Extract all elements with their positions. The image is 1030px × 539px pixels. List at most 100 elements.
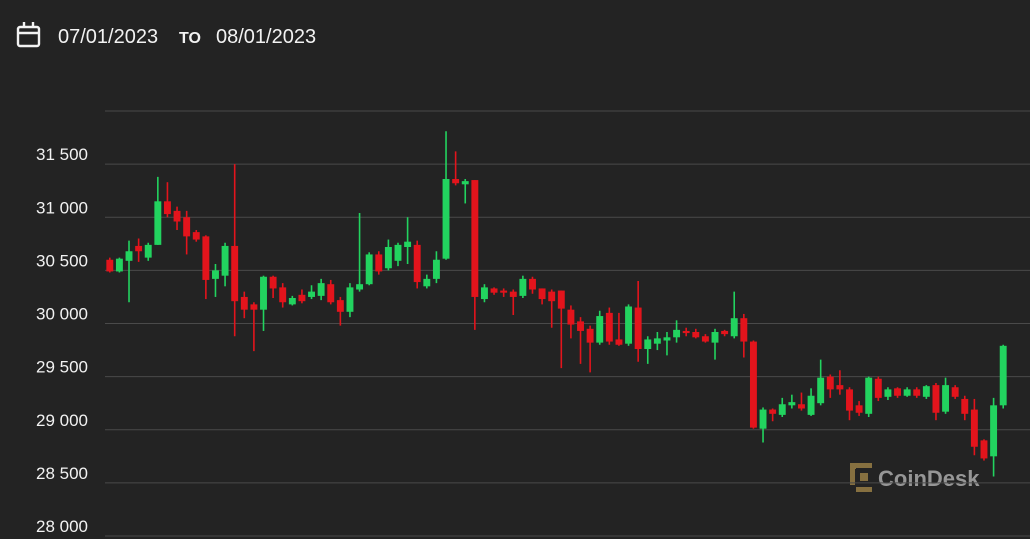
candle-body <box>529 278 536 290</box>
candle-body <box>913 389 921 396</box>
candle-body <box>413 244 421 283</box>
candle-body <box>836 385 844 390</box>
candle-body <box>260 276 267 310</box>
candle-body <box>644 339 652 349</box>
candle-body <box>884 389 892 397</box>
candle-body <box>846 389 853 411</box>
candle-body <box>144 244 152 258</box>
y-tick-label: 29 000 <box>36 411 88 430</box>
candle-body <box>356 284 364 290</box>
candle-body <box>673 329 681 338</box>
candle-body <box>932 385 940 413</box>
candle-body <box>826 376 834 390</box>
candle-body <box>711 332 719 343</box>
candle-body <box>548 291 556 302</box>
candle-body <box>538 288 546 300</box>
candle-body <box>135 245 143 252</box>
candle-body <box>250 304 258 310</box>
candle-body <box>480 287 488 300</box>
candle-body <box>980 440 988 459</box>
candle-body <box>432 259 440 279</box>
candle-body <box>798 404 805 409</box>
watermark-text: CoinDesk <box>878 466 980 491</box>
candle-body <box>346 287 354 312</box>
candle-body <box>154 201 162 245</box>
candle-body <box>221 245 229 276</box>
date-separator: TO <box>179 30 201 47</box>
candle-body <box>682 330 690 334</box>
candle-body <box>999 345 1007 406</box>
candle-body <box>192 232 200 240</box>
candle-body <box>865 377 873 414</box>
candle-body <box>490 288 498 293</box>
candle-body <box>990 405 998 457</box>
candle-body <box>577 321 584 331</box>
candle-body <box>231 245 239 302</box>
candle-body <box>807 395 815 415</box>
candle-body <box>769 409 777 414</box>
candle-body <box>106 259 114 272</box>
watermark-logo <box>850 463 872 492</box>
y-tick-label: 28 000 <box>36 517 88 536</box>
candle-body <box>212 270 219 279</box>
candle-body <box>894 388 901 396</box>
candle-body <box>903 389 911 396</box>
candle-body <box>269 276 277 289</box>
candle-body <box>855 405 863 413</box>
calendar-body <box>16 25 41 48</box>
candle-body <box>951 387 959 397</box>
candle-body <box>778 404 786 415</box>
candle-body <box>336 300 344 312</box>
y-tick-label: 30 000 <box>36 305 88 324</box>
candle-body <box>663 337 671 341</box>
candle-body <box>749 341 757 428</box>
candle-body <box>615 339 623 345</box>
candle-body <box>288 298 296 305</box>
date-to: 08/01/2023 <box>216 26 316 48</box>
candle-body <box>634 307 642 349</box>
candle-body <box>115 258 123 272</box>
candle-body <box>308 291 315 297</box>
candle-body <box>605 312 613 342</box>
candle-body <box>404 241 412 247</box>
candle-body <box>788 402 796 406</box>
logo-block <box>850 463 856 469</box>
candle-body <box>173 210 181 222</box>
candle-body <box>365 254 373 285</box>
candle-body <box>471 180 479 297</box>
y-tick-label: 31 500 <box>36 145 88 164</box>
candle-body <box>384 247 392 269</box>
candle-body <box>970 409 978 447</box>
candle-body <box>240 296 248 310</box>
candle-body <box>394 244 402 261</box>
candle-body <box>701 336 709 342</box>
candle-body <box>721 330 729 335</box>
calendar-icon <box>16 22 41 48</box>
date-from: 07/01/2023 <box>58 26 158 48</box>
logo-block <box>856 487 872 492</box>
logo-block <box>860 473 868 481</box>
grid: 28 000 28 500 29 000 29 500 30 000 30 500 31 0… <box>36 145 1030 537</box>
candle-body <box>423 278 431 287</box>
candle-body <box>327 284 335 303</box>
candle-body <box>567 309 575 325</box>
y-tick-label: 28 500 <box>36 464 88 483</box>
candle-body <box>163 201 171 215</box>
candle-body <box>740 318 748 342</box>
candle-body <box>922 386 930 397</box>
candle-body <box>874 378 882 398</box>
y-tick-label: 30 500 <box>36 251 88 270</box>
logo-block <box>850 469 855 485</box>
candle-body <box>942 385 950 412</box>
candle-body <box>279 287 287 303</box>
candle-body <box>500 290 508 293</box>
candle-body <box>442 179 450 259</box>
candle-body <box>298 294 306 302</box>
logo-block <box>856 463 872 468</box>
candles <box>106 131 1007 477</box>
candle-body <box>817 377 825 404</box>
candle-body <box>452 179 460 184</box>
candle-body <box>730 318 738 337</box>
